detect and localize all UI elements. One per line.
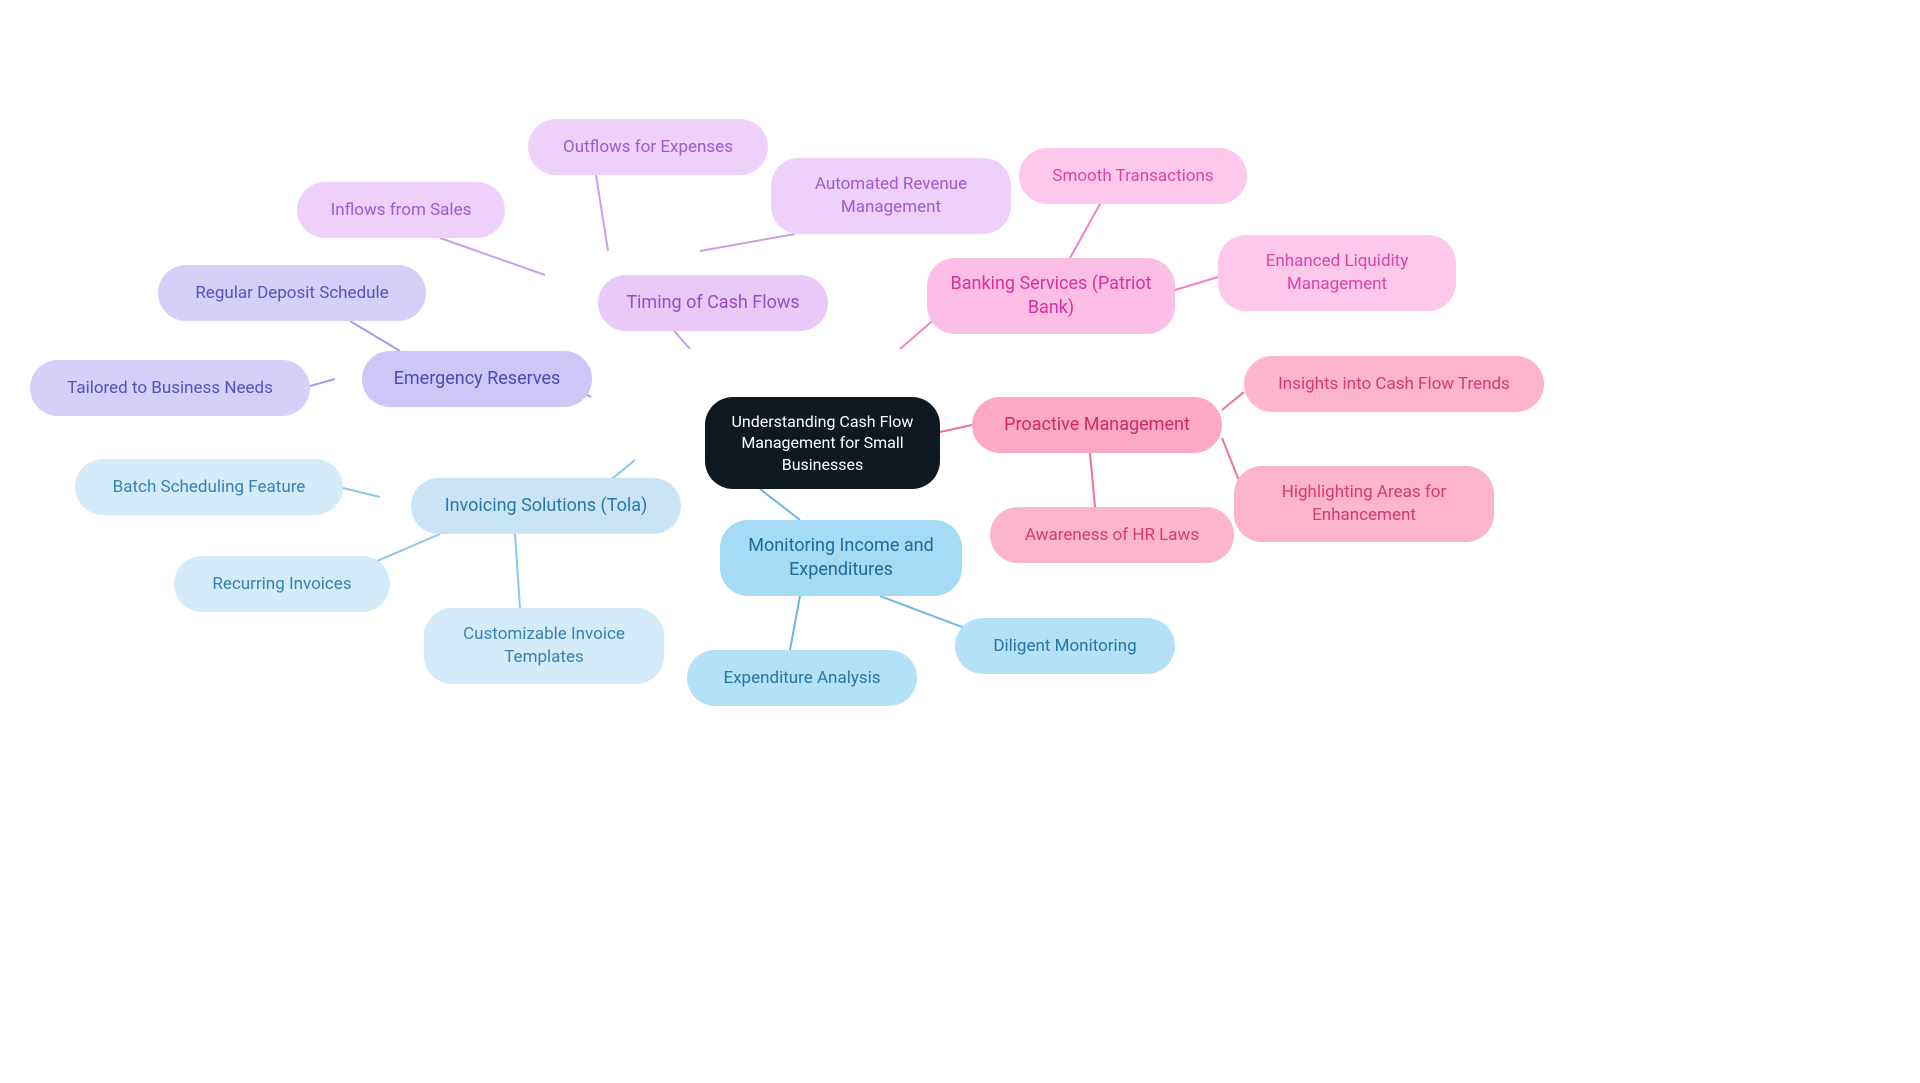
node-proactive: Proactive Management (972, 397, 1222, 453)
node-reserves: Emergency Reserves (362, 351, 592, 407)
node-tailored: Tailored to Business Needs (30, 360, 310, 416)
node-recurring: Recurring Invoices (174, 556, 390, 612)
node-label: Insights into Cash Flow Trends (1278, 373, 1510, 396)
node-label: Tailored to Business Needs (67, 377, 273, 400)
node-timing: Timing of Cash Flows (598, 275, 828, 331)
edge (1070, 204, 1100, 258)
edge (760, 489, 800, 520)
edge (790, 596, 800, 650)
edge (310, 379, 335, 386)
node-smooth: Smooth Transactions (1019, 148, 1247, 204)
node-label: Automated Revenue Management (793, 173, 989, 219)
node-label: Recurring Invoices (212, 573, 351, 596)
node-label: Enhanced Liquidity Management (1240, 250, 1434, 296)
node-label: Awareness of HR Laws (1025, 524, 1199, 547)
node-auto-rev: Automated Revenue Management (771, 158, 1011, 234)
edge (350, 321, 400, 351)
node-label: Banking Services (Patriot Bank) (949, 272, 1153, 321)
node-label: Timing of Cash Flows (626, 291, 799, 315)
edge (440, 238, 545, 275)
edge (1090, 453, 1095, 507)
edge (515, 534, 520, 608)
node-enhancement: Highlighting Areas for Enhancement (1234, 466, 1494, 542)
node-templates: Customizable Invoice Templates (424, 608, 664, 684)
node-banking: Banking Services (Patriot Bank) (927, 258, 1175, 334)
node-monitoring: Monitoring Income and Expenditures (720, 520, 962, 596)
node-label: Diligent Monitoring (993, 635, 1136, 658)
node-insights: Insights into Cash Flow Trends (1244, 356, 1544, 412)
node-label: Understanding Cash Flow Management for S… (727, 411, 918, 476)
edge (700, 234, 795, 251)
edge (1222, 392, 1244, 410)
node-label: Highlighting Areas for Enhancement (1256, 481, 1472, 527)
node-label: Proactive Management (1004, 413, 1190, 437)
node-label: Invoicing Solutions (Tola) (445, 494, 648, 518)
node-label: Monitoring Income and Expenditures (742, 534, 940, 583)
node-label: Regular Deposit Schedule (195, 282, 388, 305)
node-exp-analysis: Expenditure Analysis (687, 650, 917, 706)
node-center: Understanding Cash Flow Management for S… (705, 397, 940, 489)
mindmap-canvas: Understanding Cash Flow Management for S… (0, 0, 1920, 1083)
edge (370, 534, 440, 564)
node-label: Batch Scheduling Feature (113, 476, 306, 499)
node-batch: Batch Scheduling Feature (75, 459, 343, 515)
edge (596, 175, 608, 251)
node-liquidity: Enhanced Liquidity Management (1218, 235, 1456, 311)
node-label: Customizable Invoice Templates (446, 623, 642, 669)
node-label: Smooth Transactions (1052, 165, 1213, 188)
edge (343, 488, 380, 497)
edge (940, 425, 972, 432)
node-hr-laws: Awareness of HR Laws (990, 507, 1234, 563)
edge (880, 596, 970, 630)
node-outflows: Outflows for Expenses (528, 119, 768, 175)
node-deposit-sched: Regular Deposit Schedule (158, 265, 426, 321)
node-label: Emergency Reserves (394, 367, 561, 391)
node-label: Outflows for Expenses (563, 136, 733, 159)
edge (1175, 277, 1218, 290)
node-invoicing: Invoicing Solutions (Tola) (411, 478, 681, 534)
node-inflows: Inflows from Sales (297, 182, 505, 238)
node-label: Inflows from Sales (331, 199, 472, 222)
node-diligent: Diligent Monitoring (955, 618, 1175, 674)
node-label: Expenditure Analysis (723, 667, 880, 690)
